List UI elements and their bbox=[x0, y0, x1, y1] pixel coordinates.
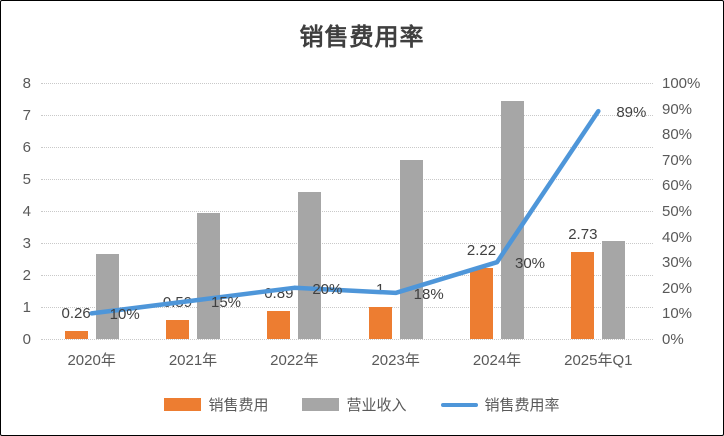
left-axis-tick-label: 4 bbox=[22, 203, 31, 220]
gridline bbox=[41, 115, 653, 116]
left-axis-tick-label: 2 bbox=[22, 267, 31, 284]
right-axis-tick-label: 50% bbox=[662, 203, 693, 220]
ratio-point-label: 18% bbox=[413, 285, 444, 303]
gridline bbox=[41, 211, 653, 212]
left-axis-tick-label: 3 bbox=[22, 235, 31, 252]
bar-sales-expense bbox=[368, 307, 392, 339]
legend-item: 销售费用率 bbox=[440, 394, 560, 415]
ratio-line bbox=[89, 108, 601, 316]
bar-sales-expense bbox=[64, 330, 88, 339]
right-axis-tick-label: 40% bbox=[662, 228, 693, 246]
bar-operating-revenue bbox=[501, 100, 524, 339]
legend-item: 营业收入 bbox=[302, 394, 407, 415]
gridline bbox=[41, 275, 653, 276]
gridline bbox=[41, 147, 653, 148]
legend-item: 销售费用 bbox=[164, 394, 268, 415]
bar-operating-revenue bbox=[298, 191, 322, 339]
legend-line-swatch-icon bbox=[440, 402, 478, 407]
x-axis-label: 2020年 bbox=[67, 352, 116, 369]
right-axis-tick-label: 70% bbox=[662, 151, 693, 169]
gridline bbox=[41, 339, 653, 340]
ratio-point-label: 10% bbox=[109, 306, 140, 324]
right-axis-tick-label: 90% bbox=[662, 100, 693, 118]
left-axis-tick-label: 8 bbox=[22, 75, 31, 92]
legend-bar-swatch-icon bbox=[302, 398, 340, 411]
bar-operating-revenue bbox=[399, 159, 423, 339]
left-axis-tick-label: 6 bbox=[22, 139, 31, 156]
bar-sales-expense bbox=[470, 267, 493, 339]
left-axis-tick-label: 1 bbox=[22, 299, 31, 316]
x-axis-label: 2022年 bbox=[270, 352, 319, 369]
gridline bbox=[41, 243, 653, 244]
bar-value-label: 1 bbox=[375, 281, 385, 298]
legend: 销售费用 营业收入 销售费用率 bbox=[1, 394, 723, 415]
right-axis-tick-label: 30% bbox=[662, 254, 693, 272]
bar-value-label: 0.26 bbox=[61, 304, 91, 322]
right-axis-tick-label: 10% bbox=[662, 305, 693, 323]
right-axis-tick-label: 60% bbox=[662, 177, 693, 195]
legend-bar-swatch-icon bbox=[164, 398, 202, 411]
bar-value-label: 2.73 bbox=[568, 225, 598, 243]
bar-operating-revenue bbox=[602, 240, 626, 339]
bar-value-label: 2.22 bbox=[466, 241, 497, 259]
bar-sales-expense bbox=[571, 251, 595, 339]
legend-item-label: 销售费用 bbox=[208, 397, 269, 414]
gridline bbox=[41, 179, 653, 180]
bar-sales-expense bbox=[267, 310, 291, 339]
x-axis-label: 2021年 bbox=[168, 352, 218, 369]
left-axis-tick-label: 0 bbox=[22, 331, 31, 348]
right-axis-tick-label: 80% bbox=[662, 126, 693, 144]
chart-title: 销售费用率 bbox=[299, 24, 425, 51]
right-axis-tick-label: 100% bbox=[662, 75, 701, 92]
right-axis-tick-label: 20% bbox=[662, 279, 693, 297]
ratio-point-label: 89% bbox=[616, 104, 647, 122]
x-axis-label: 2023年 bbox=[371, 352, 420, 369]
right-axis-tick-label: 0% bbox=[662, 331, 684, 348]
ratio-point-label: 30% bbox=[515, 255, 546, 273]
legend-item-label: 营业收入 bbox=[346, 397, 407, 414]
legend-item-label: 销售费用率 bbox=[484, 397, 560, 414]
gridline bbox=[41, 307, 653, 308]
left-axis-tick-label: 5 bbox=[22, 171, 31, 188]
left-axis-tick-label: 7 bbox=[22, 107, 31, 124]
x-axis-label: 2024年 bbox=[472, 352, 522, 369]
bar-operating-revenue bbox=[197, 213, 220, 339]
bar-operating-revenue bbox=[95, 253, 119, 339]
bar-sales-expense bbox=[166, 320, 189, 339]
gridline bbox=[41, 83, 653, 84]
x-axis-label: 2025年Q1 bbox=[564, 352, 633, 369]
ratio-point-label: 20% bbox=[312, 280, 343, 298]
ratio-point-label: 15% bbox=[211, 293, 242, 311]
